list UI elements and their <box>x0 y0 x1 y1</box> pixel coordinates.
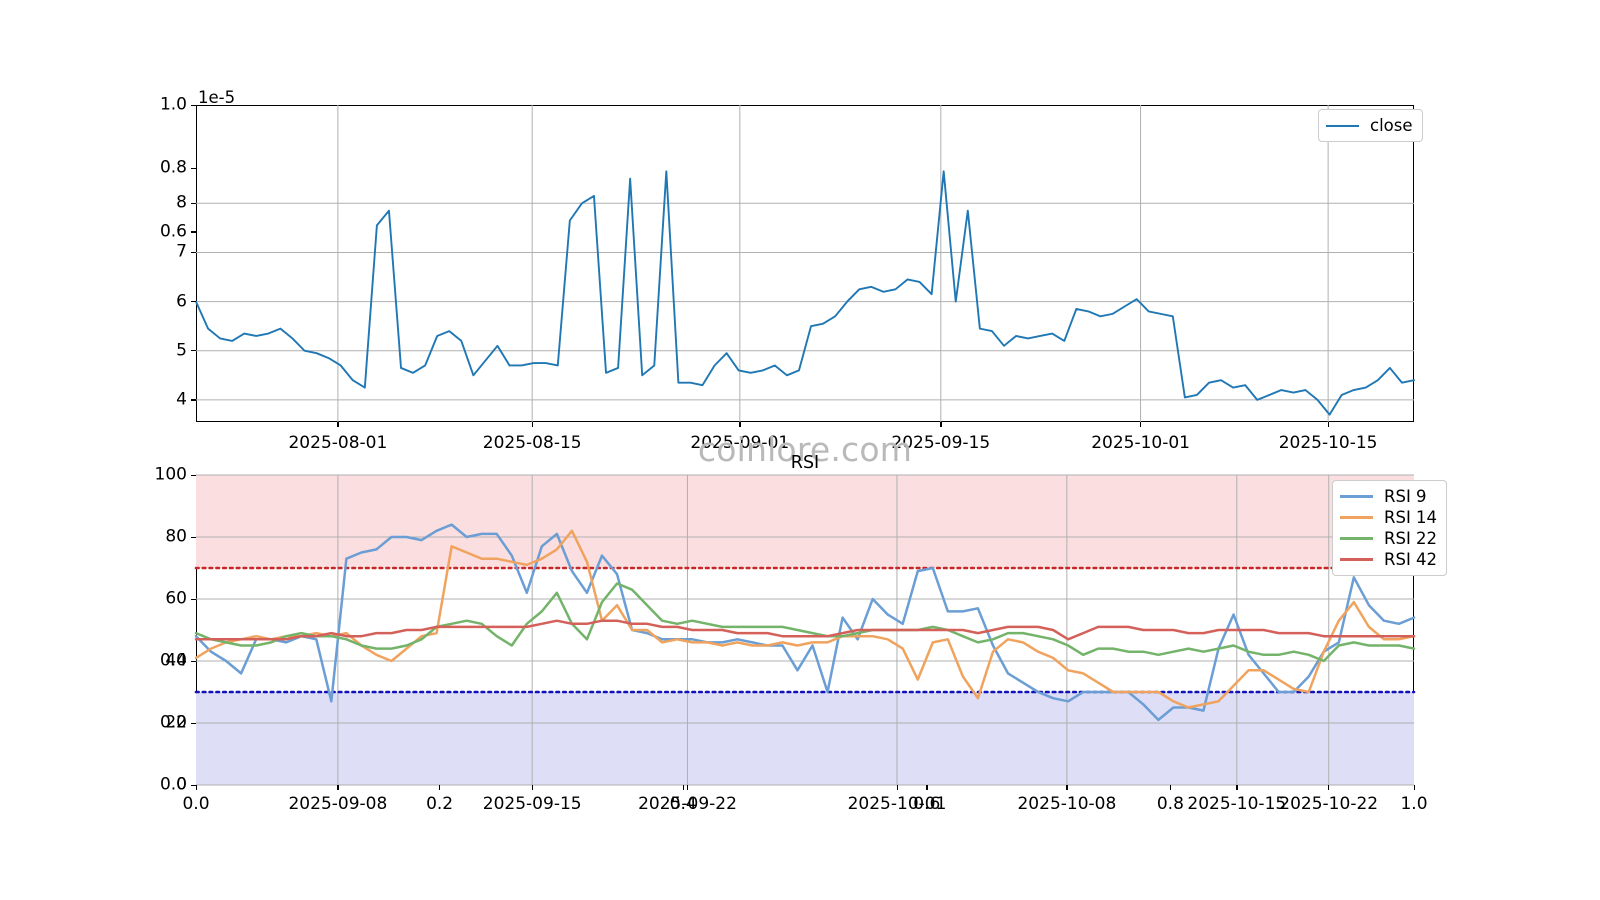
rsi-x-tickmark <box>531 785 533 790</box>
rsi-x-tick-label: 2025-09-15 <box>482 794 582 814</box>
legend-line-swatch-icon <box>1340 516 1373 519</box>
legend-line-swatch-icon <box>1326 124 1359 127</box>
price-plot-area <box>195 105 1415 422</box>
rsi-legend-item[interactable]: RSI 42 <box>1340 549 1437 570</box>
rsi-x-overlay-tickmark <box>926 785 928 790</box>
rsi-x-overlay-tickmark <box>1169 785 1172 790</box>
price-y-overlay-tickmark <box>191 104 196 106</box>
price-x-tick-label: 2025-08-01 <box>288 433 388 453</box>
rsi-x-tickmark <box>1236 785 1238 790</box>
legend-line-swatch-icon <box>1340 537 1373 540</box>
rsi-x-tick-label: 2025-09-08 <box>288 794 388 814</box>
price-y-tickmark <box>191 202 196 205</box>
rsi-legend-label: RSI 14 <box>1384 508 1438 527</box>
price-x-tick-label: 2025-10-15 <box>1278 433 1378 453</box>
rsi-x-overlay-tick-label: 0.6 <box>913 794 941 814</box>
rsi-legend-label: RSI 9 <box>1384 487 1427 506</box>
price-y-tickmark <box>191 350 196 352</box>
price-y-tick-label: 7 <box>176 241 187 262</box>
price-y-overlay-tick-label: 0.6 <box>159 221 187 242</box>
rsi-x-overlay-tick-label: 0.8 <box>1156 794 1184 814</box>
price-legend: close <box>1318 109 1423 142</box>
price-x-tick-label: 2025-09-15 <box>891 433 991 453</box>
rsi-x-tick-label: 2025-10-01 <box>847 794 947 814</box>
rsi-y-overlay-tickmark <box>191 784 196 786</box>
rsi-legend-item[interactable]: RSI 14 <box>1340 507 1437 528</box>
rsi-x-overlay-tickmark <box>439 785 441 790</box>
price-x-tick-label: 2025-08-15 <box>482 433 582 453</box>
rsi-x-tickmark <box>687 785 689 790</box>
rsi-y-overlay-tick-label: 0.2 <box>159 712 187 733</box>
price-chart-panel: 1e-5 8 7 6 5 4 1.0 0.8 0.6 2025-08-01 2025-08-1… <box>159 88 1423 453</box>
rsi-x-tickmark <box>1328 785 1330 790</box>
rsi-y-tick-label: 0 <box>176 774 187 795</box>
price-x-tickmark <box>940 422 942 427</box>
rsi-legend: RSI 9 RSI 14 RSI 22 RSI 42 <box>1332 480 1448 576</box>
rsi-legend-item[interactable]: RSI 22 <box>1340 528 1437 549</box>
price-x-tick-label: 2025-10-01 <box>1091 433 1190 453</box>
rsi-y-overlay-tickmark <box>191 722 196 724</box>
rsi-x-overlay-tick-label: 0.4 <box>669 794 697 814</box>
rsi-x-tick-label: 2025-10-15 <box>1187 794 1287 814</box>
rsi-y-overlay-tick-label: 0.0 <box>159 774 187 795</box>
rsi-legend-label: RSI 42 <box>1384 550 1438 569</box>
rsi-y-tickmark <box>191 536 196 538</box>
rsi-y-tickmark <box>191 474 196 476</box>
rsi-x-tick-label: 2025-09-22 <box>638 794 737 814</box>
rsi-legend-item[interactable]: RSI 9 <box>1340 486 1437 507</box>
rsi-x-tickmark <box>337 785 339 790</box>
price-legend-item[interactable]: close <box>1326 115 1413 136</box>
rsi-x-overlay-tickmark <box>682 785 684 790</box>
rsi-x-overlay-tickmark <box>1413 785 1415 790</box>
rsi-y-tick-label: 60 <box>165 588 187 609</box>
price-y-tick-label: 5 <box>176 340 187 361</box>
price-y-overlay-tick-label: 0.8 <box>159 157 187 178</box>
rsi-x-overlay-tick-label: 1.0 <box>1400 794 1428 814</box>
rsi-y-tick-label: 40 <box>165 650 187 671</box>
rsi-x-tick-label: 2025-10-08 <box>1017 794 1117 814</box>
price-y-tick-label: 8 <box>176 192 187 213</box>
price-x-tickmark <box>337 422 339 427</box>
rsi-x-overlay-tickmark <box>195 785 197 790</box>
price-legend-label: close <box>1370 116 1413 135</box>
rsi-x-tickmark <box>1066 785 1068 790</box>
legend-line-swatch-icon <box>1340 558 1373 561</box>
price-y-tickmark <box>191 251 196 254</box>
price-y-overlay-tickmark <box>191 231 196 233</box>
rsi-title: RSI <box>790 453 820 473</box>
price-y-overlay-tickmark <box>191 167 196 170</box>
rsi-x-overlay-tick-label: 0.2 <box>426 794 454 814</box>
rsi-legend-label: RSI 22 <box>1384 529 1438 548</box>
price-y-tick-label: 6 <box>176 291 187 312</box>
legend-line-swatch-icon <box>1340 495 1373 498</box>
price-axes-frame <box>196 105 1414 422</box>
rsi-y-tick-label: 20 <box>165 712 187 733</box>
rsi-x-tickmark <box>896 785 898 790</box>
price-y-tickmark <box>191 399 196 401</box>
rsi-x-overlay-tick-label: 0.0 <box>182 794 210 814</box>
rsi-y-overlay-tick-label: 0.4 <box>159 650 187 671</box>
price-y-offset-label: 1e-5 <box>198 88 236 107</box>
rsi-y-tickmark <box>191 598 196 600</box>
price-x-tickmark <box>739 422 741 427</box>
rsi-y-tick-label: 80 <box>165 526 187 547</box>
rsi-y-tick-label: 100 <box>154 464 187 485</box>
coinlore-watermark: coinlore.com <box>697 430 913 469</box>
price-y-tickmark <box>191 301 196 303</box>
price-y-overlay-tick-label: 1.0 <box>159 94 187 115</box>
price-x-tickmark <box>1140 422 1142 427</box>
rsi-x-tick-label: 2025-10-22 <box>1279 794 1379 814</box>
price-x-tickmark <box>531 422 533 427</box>
rsi-y-overlay-tickmark <box>191 660 196 662</box>
price-y-tick-label: 4 <box>176 389 187 410</box>
price-x-tick-label: 2025-09-01 <box>690 433 790 453</box>
price-x-tickmark <box>1327 422 1329 427</box>
